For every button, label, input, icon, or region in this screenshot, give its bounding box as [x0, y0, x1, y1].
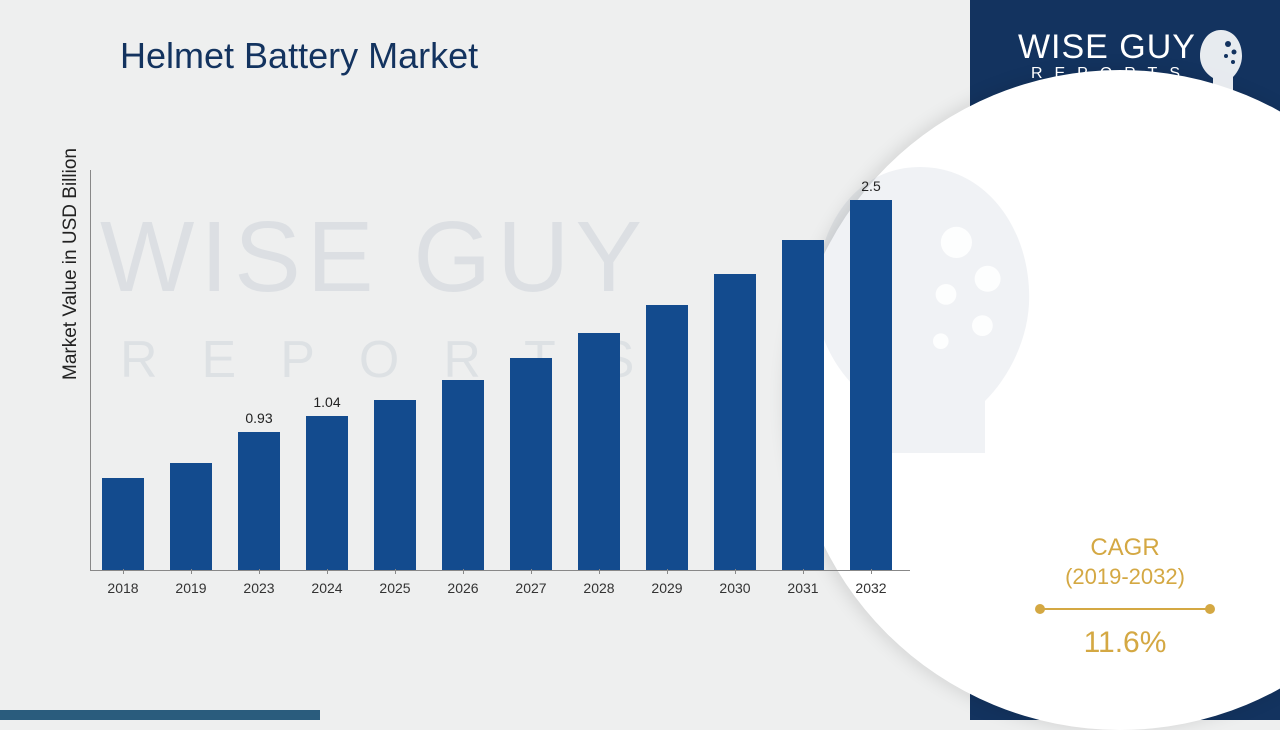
x-tick-label: 2029	[637, 580, 697, 596]
bar	[646, 305, 688, 570]
bar	[578, 333, 620, 570]
cagr-period: (2019-2032)	[1025, 564, 1225, 590]
x-axis-line	[90, 570, 910, 571]
bar	[782, 240, 824, 570]
cagr-label: CAGR	[1025, 534, 1225, 562]
cagr-divider	[1040, 608, 1210, 610]
y-axis-label: Market Value in USD Billion	[60, 148, 82, 380]
bar	[850, 200, 892, 570]
bar-value-label: 2.5	[841, 178, 901, 194]
bar	[714, 274, 756, 570]
cagr-box: CAGR (2019-2032) 11.6%	[1025, 534, 1225, 660]
bottom-accent-bar	[0, 710, 320, 720]
logo-head-icon	[1196, 28, 1246, 98]
x-tick-mark	[327, 569, 328, 574]
x-tick-mark	[531, 569, 532, 574]
x-tick-label: 2030	[705, 580, 765, 596]
x-tick-mark	[871, 569, 872, 574]
x-tick-mark	[599, 569, 600, 574]
x-tick-mark	[803, 569, 804, 574]
x-tick-mark	[735, 569, 736, 574]
y-axis-line	[90, 170, 91, 570]
bar	[442, 380, 484, 570]
bar	[170, 463, 212, 570]
x-tick-label: 2025	[365, 580, 425, 596]
x-tick-mark	[259, 569, 260, 574]
bar	[238, 432, 280, 570]
bar-value-label: 0.93	[229, 410, 289, 426]
x-tick-label: 2031	[773, 580, 833, 596]
x-tick-label: 2019	[161, 580, 221, 596]
bar	[510, 358, 552, 570]
bar	[374, 400, 416, 570]
x-tick-label: 2018	[93, 580, 153, 596]
x-tick-mark	[395, 569, 396, 574]
bar	[306, 416, 348, 570]
x-tick-label: 2032	[841, 580, 901, 596]
x-tick-label: 2026	[433, 580, 493, 596]
cagr-value: 11.6%	[1025, 626, 1225, 660]
bar-value-label: 1.04	[297, 394, 357, 410]
x-tick-label: 2024	[297, 580, 357, 596]
x-tick-mark	[123, 569, 124, 574]
chart-title: Helmet Battery Market	[120, 35, 478, 77]
brand-logo: WISE GUY REPORTS	[1018, 28, 1250, 83]
x-tick-mark	[191, 569, 192, 574]
x-tick-label: 2023	[229, 580, 289, 596]
x-tick-label: 2027	[501, 580, 561, 596]
x-tick-mark	[667, 569, 668, 574]
x-tick-label: 2028	[569, 580, 629, 596]
x-tick-mark	[463, 569, 464, 574]
bar	[102, 478, 144, 570]
bar-chart: 2018 2019 0.93 2023 1.04 2024 2025 2026 2027 2028…	[90, 170, 910, 600]
